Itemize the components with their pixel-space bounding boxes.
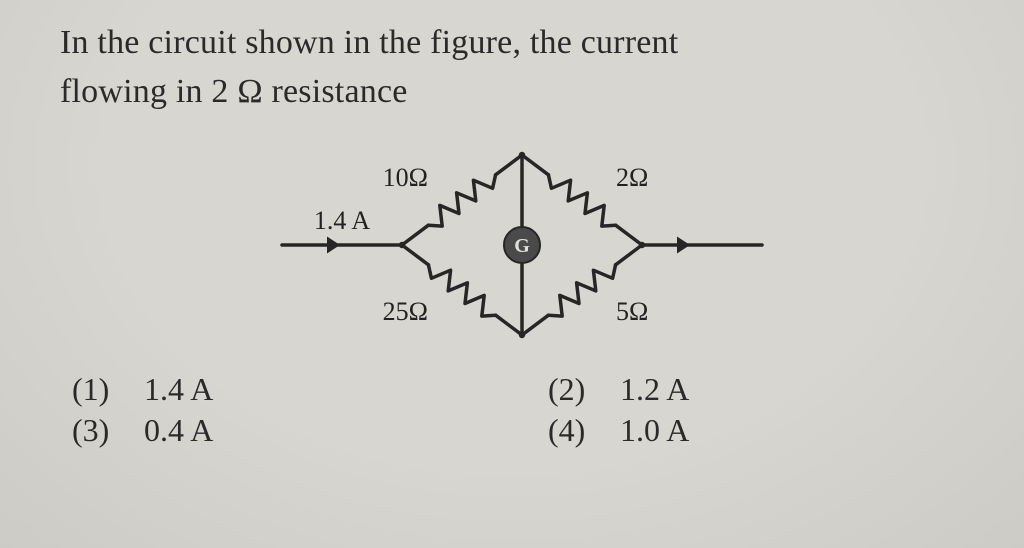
svg-text:G: G <box>514 235 530 257</box>
svg-text:5Ω: 5Ω <box>616 297 648 326</box>
question-line2: flowing in 2 Ω resistance <box>60 73 408 110</box>
option-3: (3) 0.4 A <box>72 412 488 449</box>
option-4-num: (4) <box>548 412 600 449</box>
svg-text:10Ω: 10Ω <box>383 163 428 192</box>
option-2-num: (2) <box>548 371 600 408</box>
option-2: (2) 1.2 A <box>548 371 964 408</box>
options-grid: (1) 1.4 A (2) 1.2 A (3) 0.4 A (4) 1.0 A <box>60 371 984 449</box>
option-3-num: (3) <box>72 412 124 449</box>
circuit-diagram-wrap: 1.4 A G 10Ω 2Ω 25Ω 5Ω <box>60 125 984 365</box>
option-3-text: 0.4 A <box>144 412 213 449</box>
question-line1: In the circuit shown in the figure, the … <box>60 24 678 61</box>
option-1: (1) 1.4 A <box>72 371 488 408</box>
circuit-diagram: 1.4 A G 10Ω 2Ω 25Ω 5Ω <box>262 125 782 365</box>
svg-text:1.4 A: 1.4 A <box>314 206 371 235</box>
svg-text:25Ω: 25Ω <box>383 297 428 326</box>
svg-text:2Ω: 2Ω <box>616 163 648 192</box>
question-text: In the circuit shown in the figure, the … <box>60 18 984 117</box>
option-2-text: 1.2 A <box>620 371 689 408</box>
page: In the circuit shown in the figure, the … <box>0 0 1024 548</box>
option-4: (4) 1.0 A <box>548 412 964 449</box>
option-1-text: 1.4 A <box>144 371 213 408</box>
option-4-text: 1.0 A <box>620 412 689 449</box>
option-1-num: (1) <box>72 371 124 408</box>
